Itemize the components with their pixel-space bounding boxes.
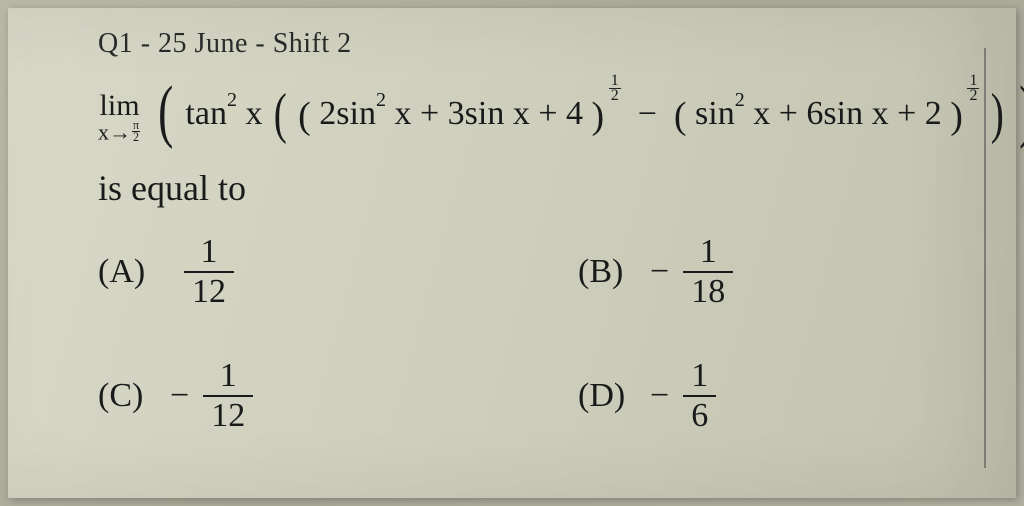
- option-d: (D) − 1 6: [578, 359, 918, 433]
- option-c: (C) − 1 12: [98, 359, 438, 433]
- option-b-label: (B): [578, 253, 640, 291]
- minus-operator: −: [638, 95, 657, 132]
- option-a-fraction: 1 12: [184, 235, 234, 309]
- option-a-label: (A): [98, 253, 160, 291]
- lim-subscript: x→π2: [98, 120, 141, 145]
- option-d-sign: −: [650, 377, 669, 415]
- option-d-label: (D): [578, 377, 640, 415]
- option-d-fraction: 1 6: [683, 359, 716, 433]
- option-c-sign: −: [170, 377, 189, 415]
- is-equal-to: is equal to: [98, 167, 956, 209]
- right-margin-rule: [984, 48, 986, 468]
- limit-expression: lim x→π2 ( tan2 x ( ( 2sin2 x + 3sin x +…: [98, 74, 956, 145]
- term2-body: sin2 x + 6sin x + 2: [695, 95, 942, 132]
- option-c-fraction: 1 12: [203, 359, 253, 433]
- page-surface: Q1 - 25 June - Shift 2 lim x→π2 ( tan2 x…: [8, 8, 1016, 498]
- lim-text: lim: [98, 89, 141, 122]
- option-b-fraction: 1 18: [683, 235, 733, 309]
- options-grid: (A) 1 12 (B) − 1 18 (C) − 1 12 (D) −: [98, 235, 956, 433]
- term1-exponent: 12: [609, 74, 621, 104]
- option-a: (A) 1 12: [98, 235, 438, 309]
- term2-exponent: 12: [967, 74, 979, 104]
- option-b-sign: −: [650, 253, 669, 291]
- lim-arrow: x→: [98, 119, 131, 144]
- limit-operator: lim x→π2: [98, 89, 141, 145]
- term1-body: 2sin2 x + 3sin x + 4: [319, 95, 583, 132]
- option-b: (B) − 1 18: [578, 235, 918, 309]
- option-c-label: (C): [98, 377, 160, 415]
- lim-pi-over-2: π2: [131, 120, 141, 143]
- tan-squared: tan2 x: [185, 95, 262, 132]
- question-header: Q1 - 25 June - Shift 2: [98, 28, 956, 60]
